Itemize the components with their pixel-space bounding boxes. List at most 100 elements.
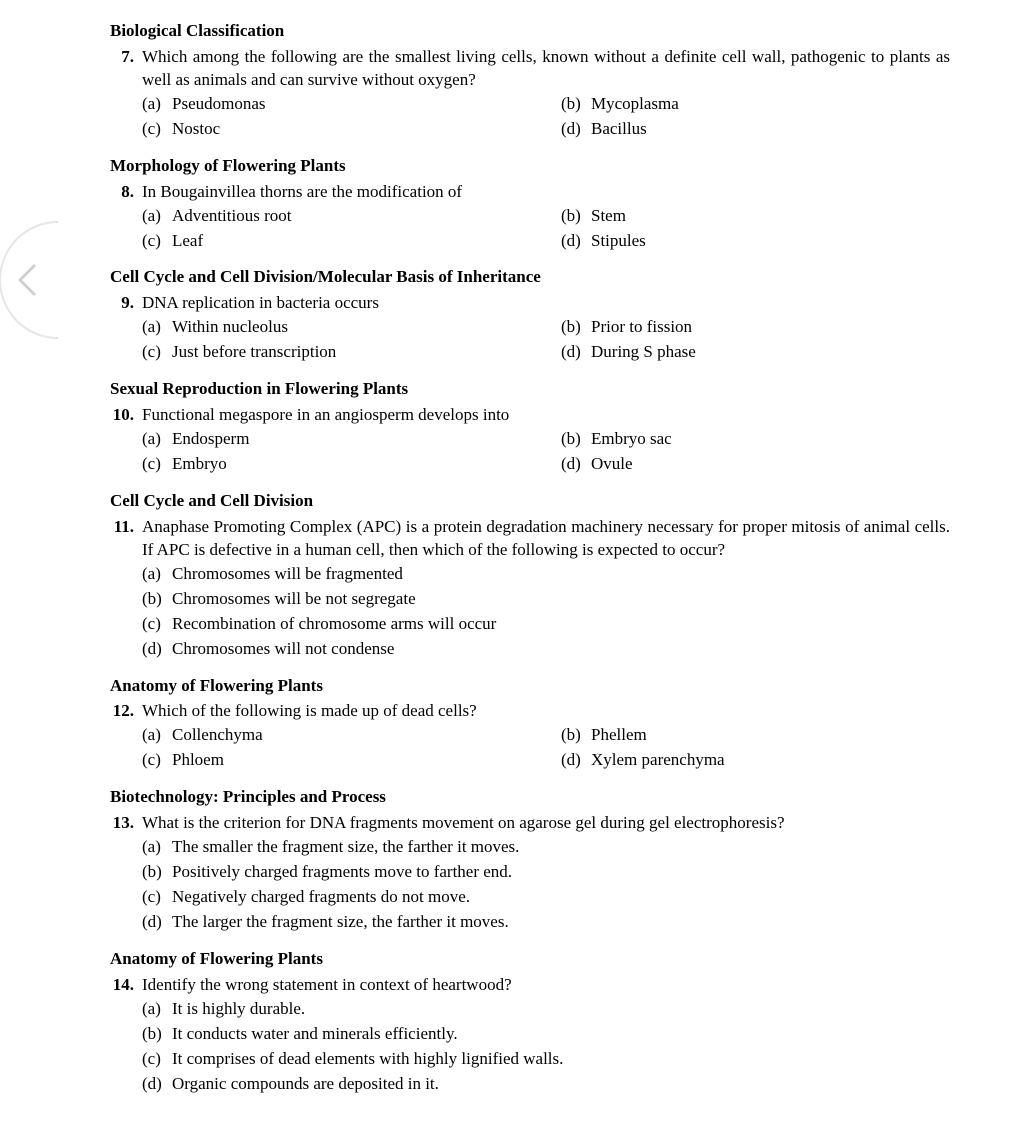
option-label: (a) [142,428,172,451]
option[interactable]: (c)Negatively charged fragments do not m… [142,885,950,910]
question-text: Identify the wrong statement in context … [142,974,950,997]
option[interactable]: (a)Chromosomes will be fragmented [142,562,950,587]
option-text: Chromosomes will not condense [172,638,950,661]
option[interactable]: (b)Phellem [561,723,950,748]
option-label: (c) [142,613,172,636]
option[interactable]: (b)Mycoplasma [561,92,950,117]
option-label: (a) [142,998,172,1021]
option-label: (a) [142,836,172,859]
option[interactable]: (d)Xylem parenchyma [561,748,950,773]
option-text: Positively charged fragments move to far… [172,861,950,884]
option[interactable]: (d)Organic compounds are deposited in it… [142,1072,950,1097]
option[interactable]: (b)Positively charged fragments move to … [142,860,950,885]
option-label: (b) [142,588,172,611]
option[interactable]: (c)Nostoc [142,117,531,142]
question-block: 13.What is the criterion for DNA fragmen… [110,812,950,935]
options: (a)The smaller the fragment size, the fa… [110,835,950,935]
options: (a)Within nucleolus (b)Prior to fission (c… [110,315,950,365]
option[interactable]: (a)It is highly durable. [142,997,950,1022]
option[interactable]: (a)Endosperm [142,427,531,452]
section-title: Biotechnology: Principles and Process [110,786,950,809]
question-block: 10.Functional megaspore in an angiosperm… [110,404,950,477]
option-text: It conducts water and minerals efficient… [172,1023,950,1046]
option[interactable]: (b)Embryo sac [561,427,950,452]
option-text: Stipules [591,230,950,253]
option[interactable]: (c)Just before transcription [142,340,531,365]
option[interactable]: (d)Bacillus [561,117,950,142]
section-title: Morphology of Flowering Plants [110,155,950,178]
question-block: 8.In Bougainvillea thorns are the modifi… [110,181,950,254]
option-text: Mycoplasma [591,93,950,116]
option-label: (b) [142,1023,172,1046]
option[interactable]: (b)Prior to fission [561,315,950,340]
question-text: Which among the following are the smalle… [142,46,950,92]
section-title: Anatomy of Flowering Plants [110,948,950,971]
options: (a)It is highly durable.(b)It conducts w… [110,997,950,1097]
option-label: (c) [142,749,172,772]
question-number: 10. [110,404,142,427]
option[interactable]: (c)Leaf [142,229,531,254]
question-text: Functional megaspore in an angiosperm de… [142,404,950,427]
option-label: (a) [142,205,172,228]
options: (a)Adventitious root (b)Stem (c)Leaf (d)Sti… [110,204,950,254]
question-number: 11. [110,516,142,562]
option-label: (c) [142,341,172,364]
option-text: Recombination of chromosome arms will oc… [172,613,950,636]
section-title: Cell Cycle and Cell Division [110,490,950,513]
section-title: Anatomy of Flowering Plants [110,675,950,698]
option-label: (d) [561,118,591,141]
option-label: (c) [142,118,172,141]
option[interactable]: (c)Embryo [142,452,531,477]
option[interactable]: (a)Adventitious root [142,204,531,229]
option-label: (d) [142,1073,172,1096]
option-text: Just before transcription [172,341,531,364]
question-number: 8. [110,181,142,204]
option[interactable]: (a)The smaller the fragment size, the fa… [142,835,950,860]
option-label: (c) [142,453,172,476]
option[interactable]: (d)The larger the fragment size, the far… [142,910,950,935]
option-label: (d) [142,911,172,934]
option[interactable]: (b)Chromosomes will be not segregate [142,587,950,612]
options: (a)Pseudomonas (b)Mycoplasma (c)Nostoc (d)B… [110,92,950,142]
option[interactable]: (c)Recombination of chromosome arms will… [142,612,950,637]
question-number: 9. [110,292,142,315]
option[interactable]: (b)Stem [561,204,950,229]
option-text: Adventitious root [172,205,531,228]
option[interactable]: (b)It conducts water and minerals effici… [142,1022,950,1047]
option-text: Within nucleolus [172,316,531,339]
option-label: (b) [561,724,591,747]
question-block: 12.Which of the following is made up of … [110,700,950,773]
option[interactable]: (d)Stipules [561,229,950,254]
section-title: Biological Classification [110,20,950,43]
options: (a)Endosperm (b)Embryo sac (c)Embryo (d)Ovu… [110,427,950,477]
question-text: Which of the following is made up of dea… [142,700,950,723]
section-title: Sexual Reproduction in Flowering Plants [110,378,950,401]
option-label: (b) [561,316,591,339]
option-text: Negatively charged fragments do not move… [172,886,950,909]
question-block: 7.Which among the following are the smal… [110,46,950,142]
option-label: (a) [142,316,172,339]
option[interactable]: (a)Within nucleolus [142,315,531,340]
option[interactable]: (c)Phloem [142,748,531,773]
option-label: (d) [142,638,172,661]
option[interactable]: (d)Ovule [561,452,950,477]
question-number: 7. [110,46,142,92]
option-label: (d) [561,453,591,476]
option-text: Endosperm [172,428,531,451]
question-block: 11.Anaphase Promoting Complex (APC) is a… [110,516,950,662]
option-text: Stem [591,205,950,228]
option[interactable]: (c)It comprises of dead elements with hi… [142,1047,950,1072]
option-label: (c) [142,1048,172,1071]
question-text: DNA replication in bacteria occurs [142,292,950,315]
option-label: (b) [561,428,591,451]
option[interactable]: (d)During S phase [561,340,950,365]
option[interactable]: (d)Chromosomes will not condense [142,637,950,662]
option-text: It is highly durable. [172,998,950,1021]
option[interactable]: (a)Collenchyma [142,723,531,748]
option[interactable]: (a)Pseudomonas [142,92,531,117]
option-label: (a) [142,724,172,747]
prev-page-button[interactable] [0,220,60,340]
question-text: Anaphase Promoting Complex (APC) is a pr… [142,516,950,562]
question-page: Biological Classification 7.Which among t… [0,0,990,1131]
option-text: Xylem parenchyma [591,749,950,772]
